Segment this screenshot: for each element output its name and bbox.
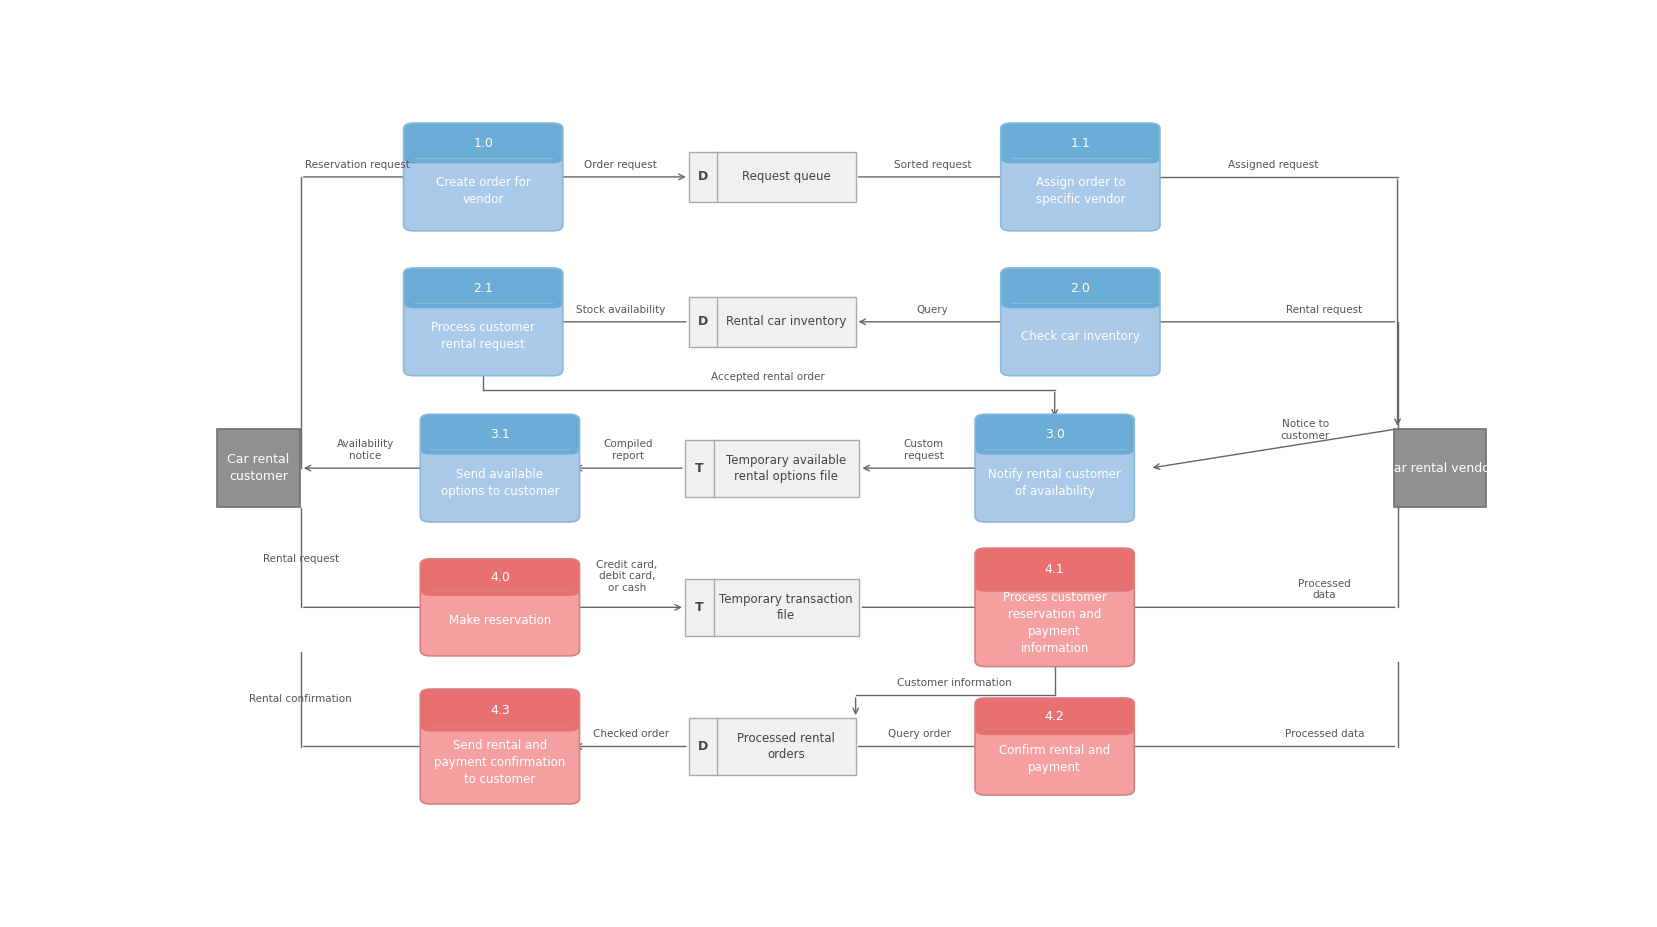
FancyBboxPatch shape — [974, 443, 1135, 522]
FancyBboxPatch shape — [1001, 297, 1160, 375]
Bar — [689, 717, 855, 775]
Text: Notify rental customer
of availability: Notify rental customer of availability — [988, 467, 1122, 498]
Text: Availability
notice: Availability notice — [336, 439, 394, 461]
Bar — [217, 429, 300, 507]
Text: 3.0: 3.0 — [1046, 428, 1064, 441]
Text: 2.1: 2.1 — [474, 282, 494, 295]
FancyBboxPatch shape — [421, 720, 580, 804]
Text: Custom
request: Custom request — [903, 439, 944, 461]
FancyBboxPatch shape — [421, 559, 580, 596]
Text: Checked order: Checked order — [593, 730, 669, 740]
Bar — [686, 578, 858, 636]
Text: Notice to
customer: Notice to customer — [1281, 419, 1329, 441]
FancyBboxPatch shape — [974, 724, 1135, 795]
FancyBboxPatch shape — [1001, 123, 1160, 163]
Text: Reservation request: Reservation request — [305, 159, 409, 170]
Text: T: T — [696, 462, 704, 475]
Text: 1.1: 1.1 — [1070, 136, 1090, 149]
Text: Processed rental
orders: Processed rental orders — [737, 732, 835, 761]
Text: D: D — [698, 171, 708, 184]
FancyBboxPatch shape — [421, 689, 580, 731]
FancyBboxPatch shape — [1001, 152, 1160, 231]
Text: Send available
options to customer: Send available options to customer — [441, 467, 558, 498]
Text: 4.2: 4.2 — [1046, 710, 1064, 723]
Text: Send rental and
payment confirmation
to customer: Send rental and payment confirmation to … — [434, 739, 565, 785]
Text: Make reservation: Make reservation — [449, 614, 552, 627]
Text: Credit card,
debit card,
or cash: Credit card, debit card, or cash — [597, 560, 658, 593]
FancyBboxPatch shape — [404, 123, 563, 163]
Text: Assigned request: Assigned request — [1228, 159, 1319, 170]
Bar — [686, 439, 858, 497]
Text: Query order: Query order — [888, 730, 951, 740]
Text: D: D — [698, 315, 708, 328]
Text: 3.1: 3.1 — [490, 428, 510, 441]
FancyBboxPatch shape — [421, 585, 580, 656]
Bar — [689, 152, 855, 202]
Text: Process customer
rental request: Process customer rental request — [431, 322, 535, 351]
Text: Processed data: Processed data — [1284, 730, 1364, 740]
Text: 2.0: 2.0 — [1070, 282, 1090, 295]
Text: Processed
data: Processed data — [1297, 578, 1350, 600]
Text: 4.0: 4.0 — [490, 571, 510, 584]
Text: 4.3: 4.3 — [490, 704, 510, 717]
Text: Process customer
reservation and
payment
information: Process customer reservation and payment… — [1002, 591, 1107, 655]
Text: T: T — [696, 601, 704, 614]
Bar — [1394, 429, 1486, 507]
Text: 1.0: 1.0 — [474, 136, 494, 149]
Text: Temporary transaction
file: Temporary transaction file — [719, 593, 853, 622]
FancyBboxPatch shape — [404, 297, 563, 375]
Text: Sorted request: Sorted request — [893, 159, 971, 170]
FancyBboxPatch shape — [421, 443, 580, 522]
FancyBboxPatch shape — [974, 580, 1135, 667]
FancyBboxPatch shape — [404, 152, 563, 231]
Text: Assign order to
specific vendor: Assign order to specific vendor — [1036, 176, 1125, 207]
Text: D: D — [698, 740, 708, 753]
Text: Rental confirmation: Rental confirmation — [250, 693, 353, 704]
Text: Rental request: Rental request — [1286, 305, 1362, 314]
Text: Rental request: Rental request — [263, 554, 340, 565]
FancyBboxPatch shape — [974, 698, 1135, 735]
Text: Car rental
customer: Car rental customer — [227, 453, 290, 483]
Text: Stock availability: Stock availability — [577, 305, 666, 314]
Text: Confirm rental and
payment: Confirm rental and payment — [999, 744, 1110, 774]
Text: Query: Query — [916, 305, 948, 314]
Text: Order request: Order request — [585, 159, 658, 170]
FancyBboxPatch shape — [404, 268, 563, 309]
Bar — [689, 297, 855, 347]
FancyBboxPatch shape — [974, 414, 1135, 454]
Text: Create order for
vendor: Create order for vendor — [436, 176, 530, 207]
Text: Car rental vendor: Car rental vendor — [1385, 462, 1495, 475]
Text: Rental car inventory: Rental car inventory — [726, 315, 847, 328]
Text: Check car inventory: Check car inventory — [1021, 330, 1140, 343]
Text: 4.1: 4.1 — [1046, 564, 1064, 577]
Text: Compiled
report: Compiled report — [603, 439, 653, 461]
FancyBboxPatch shape — [974, 548, 1135, 591]
Text: Temporary available
rental options file: Temporary available rental options file — [726, 453, 847, 483]
FancyBboxPatch shape — [1001, 268, 1160, 309]
Text: Accepted rental order: Accepted rental order — [711, 373, 825, 383]
FancyBboxPatch shape — [421, 414, 580, 454]
Text: Request queue: Request queue — [742, 171, 830, 184]
Text: Customer information: Customer information — [896, 678, 1012, 688]
